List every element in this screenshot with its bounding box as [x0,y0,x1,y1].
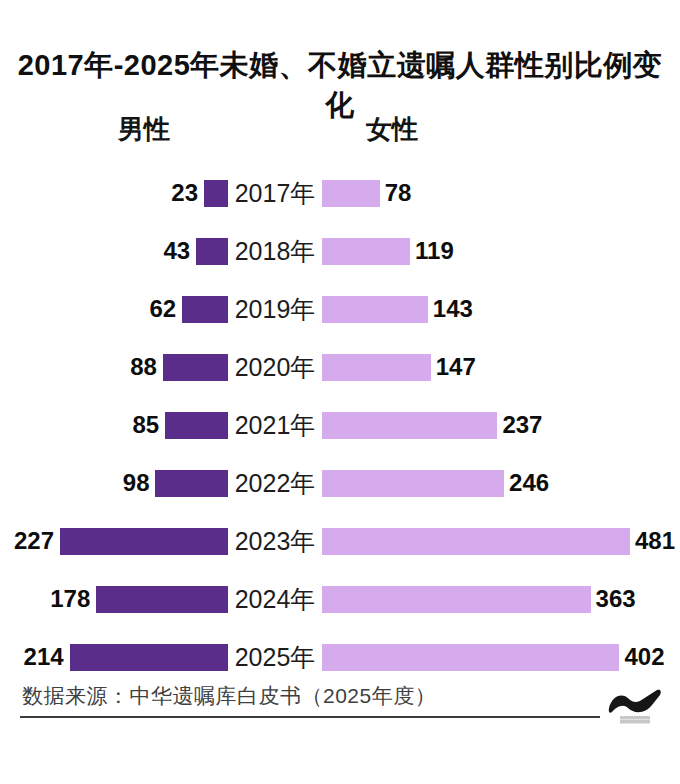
male-bar [70,644,228,671]
male-bar [182,296,228,323]
male-bar [96,586,228,613]
year-label: 2018年 [228,235,322,268]
female-value-label: 246 [509,469,549,497]
legend-male-label: 男性 [118,112,170,147]
male-bar [155,470,228,497]
female-value-label: 147 [436,353,476,381]
male-value-label: 23 [171,179,198,207]
male-bar [204,180,228,207]
male-value-label: 43 [163,237,190,265]
chart-row: 43 2018年 119 [0,222,680,280]
female-bar [322,238,410,265]
infographic-page: 2017年-2025年未婚、不婚立遗嘱人群性别比例变化 男性 女性 23 2017… [0,0,680,784]
male-zone: 178 [0,585,228,613]
female-zone: 402 [322,643,680,671]
female-value-label: 402 [624,643,664,671]
year-label: 2020年 [228,351,322,384]
male-value-label: 88 [130,353,157,381]
female-bar [322,354,431,381]
legend-female-label: 女性 [366,112,418,147]
female-value-label: 363 [596,585,636,613]
page-title: 2017年-2025年未婚、不婚立遗嘱人群性别比例变化 [10,46,670,126]
male-zone: 214 [0,643,228,671]
male-value-label: 85 [132,411,159,439]
female-value-label: 78 [385,179,412,207]
female-bar [322,296,428,323]
chart-row: 23 2017年 78 [0,164,680,222]
watermark-logo: ▒▒▒▒▒▒ [604,688,666,724]
female-bar [322,180,380,207]
male-zone: 227 [0,527,228,555]
year-label: 2019年 [228,293,322,326]
male-value-label: 178 [50,585,90,613]
female-bar [322,528,630,555]
chart-row: 98 2022年 246 [0,454,680,512]
female-zone: 363 [322,585,680,613]
female-bar [322,470,504,497]
chart-rows: 232017年78432018年119622019年143882020年1478… [0,164,680,686]
year-label: 2023年 [228,525,322,558]
year-label: 2024年 [228,583,322,616]
male-value-label: 98 [123,469,150,497]
male-value-label: 214 [24,643,64,671]
source-note: 数据来源：中华遗嘱库白皮书（2025年度） [22,682,436,710]
male-value-label: 62 [149,295,176,323]
female-zone: 481 [322,527,680,555]
female-zone: 78 [322,179,680,207]
female-zone: 246 [322,469,680,497]
female-value-label: 237 [502,411,542,439]
chart-row: 62 2019年 143 [0,280,680,338]
year-label: 2025年 [228,641,322,674]
chart-row: 214 2025年 402 [0,628,680,686]
male-zone: 98 [0,469,228,497]
female-bar [322,412,497,439]
watermark-caption: ▒▒▒▒▒▒ [620,716,650,724]
male-bar [60,528,228,555]
female-value-label: 119 [415,237,454,265]
wave-logo-icon [607,688,663,714]
male-bar [196,238,228,265]
chart-row: 178 2024年 363 [0,570,680,628]
female-zone: 143 [322,295,680,323]
female-value-label: 143 [433,295,473,323]
chart-row: 88 2020年 147 [0,338,680,396]
chart-row: 227 2023年 481 [0,512,680,570]
year-label: 2021年 [228,409,322,442]
female-zone: 147 [322,353,680,381]
female-zone: 119 [322,237,680,265]
footer-divider [20,716,600,718]
male-zone: 62 [0,295,228,323]
year-label: 2022年 [228,467,322,500]
male-zone: 88 [0,353,228,381]
male-bar [165,412,228,439]
year-label: 2017年 [228,177,322,210]
male-zone: 43 [0,237,228,265]
female-bar [322,586,591,613]
male-zone: 23 [0,179,228,207]
female-value-label: 481 [635,527,675,555]
chart-row: 85 2021年 237 [0,396,680,454]
male-zone: 85 [0,411,228,439]
male-bar [163,354,228,381]
male-value-label: 227 [14,527,54,555]
female-bar [322,644,619,671]
female-zone: 237 [322,411,680,439]
